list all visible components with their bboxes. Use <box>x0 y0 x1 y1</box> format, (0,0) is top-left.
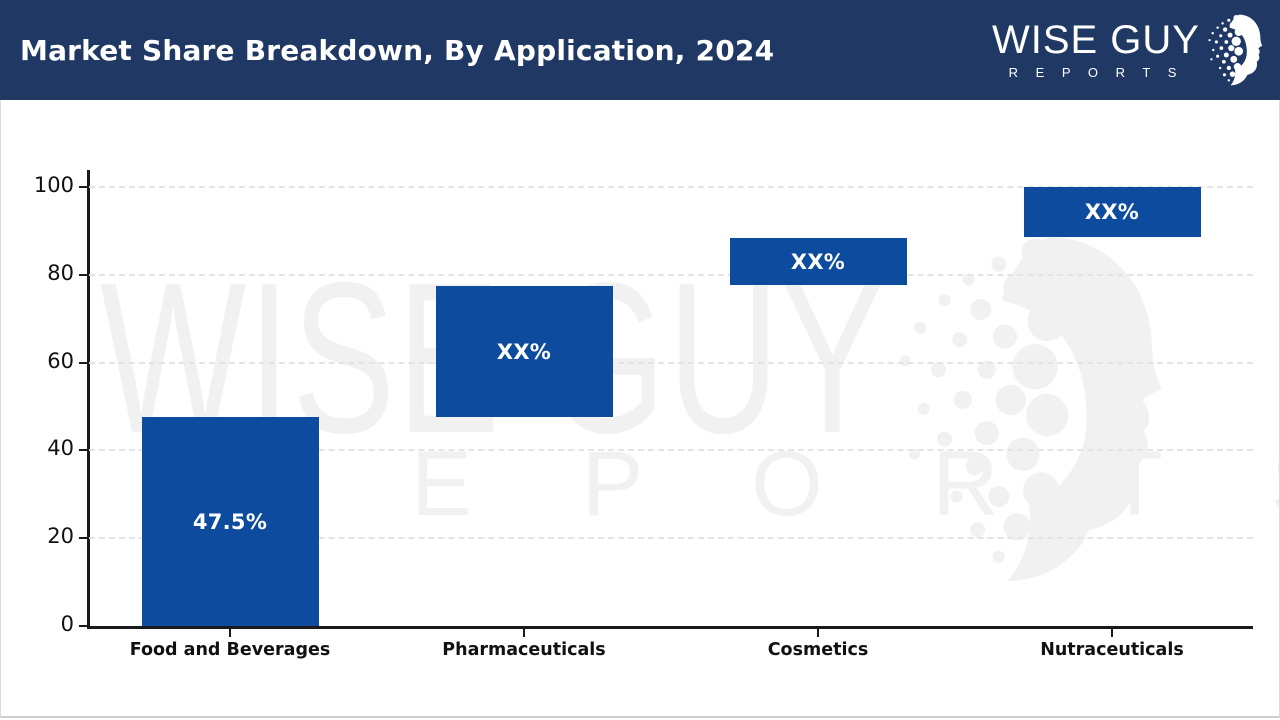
y-axis-tick-label: 40 <box>47 436 74 461</box>
y-axis-tick <box>79 186 87 188</box>
header-bar: Market Share Breakdown, By Application, … <box>0 0 1280 100</box>
logo-dotted-head-icon <box>1208 14 1263 86</box>
y-axis-tick <box>79 361 87 364</box>
x-axis-tick-food-and-beverages <box>229 629 231 637</box>
logo-reports-label: R E P O R T S <box>1008 65 1184 80</box>
y-axis-line <box>87 170 90 629</box>
gridline-100 <box>89 186 1253 188</box>
y-axis-tick-label: 60 <box>47 348 74 373</box>
y-axis-tick <box>79 625 87 627</box>
page-bottom-border <box>0 716 1280 718</box>
x-axis-tick-pharmaceuticals <box>523 629 525 637</box>
bar-value-label-nutraceuticals: XX% <box>1084 200 1140 225</box>
x-axis-line <box>87 626 1253 629</box>
y-axis-tick-label: 80 <box>47 260 74 285</box>
x-axis-category-label-pharmaceuticals: Pharmaceuticals <box>442 640 606 660</box>
x-axis-category-label-food-and-beverages: Food and Beverages <box>129 640 331 660</box>
bar-value-label-cosmetics: XX% <box>790 249 846 274</box>
y-axis-tick-label: 0 <box>60 612 74 636</box>
page-left-border <box>0 100 1 718</box>
y-axis-tick <box>79 273 87 276</box>
bar-value-label-food-and-beverages: 47.5% <box>192 509 268 534</box>
gridline-80 <box>89 273 1253 276</box>
x-axis-category-label-cosmetics: Cosmetics <box>767 640 869 660</box>
bar-segment-cosmetics: XX% <box>729 238 907 285</box>
x-axis-category-label-nutraceuticals: Nutraceuticals <box>1040 640 1184 660</box>
gridline-20 <box>89 537 1253 540</box>
y-axis-tick <box>79 449 87 452</box>
x-axis-tick-nutraceuticals <box>1111 629 1113 637</box>
y-axis-tick-label: 100 <box>33 173 74 197</box>
y-axis-tick-label: 20 <box>47 524 74 549</box>
page-title: Market Share Breakdown, By Application, … <box>20 33 775 67</box>
bar-segment-food-and-beverages: 47.5% <box>141 417 319 626</box>
gridline-60 <box>89 361 1253 364</box>
bar-segment-nutraceuticals: XX% <box>1023 187 1201 238</box>
y-axis-tick <box>79 537 87 540</box>
logo-wise-guy-label: WISE GUY <box>991 18 1200 62</box>
x-axis-tick-cosmetics <box>817 629 819 637</box>
logo-text: WISE GUY R E P O R T S <box>992 20 1200 80</box>
gridline-40 <box>89 449 1253 452</box>
wise-guy-reports-logo: WISE GUY R E P O R T S <box>992 11 1266 89</box>
bar-segment-pharmaceuticals: XX% <box>435 286 613 418</box>
bar-value-label-pharmaceuticals: XX% <box>496 339 552 364</box>
